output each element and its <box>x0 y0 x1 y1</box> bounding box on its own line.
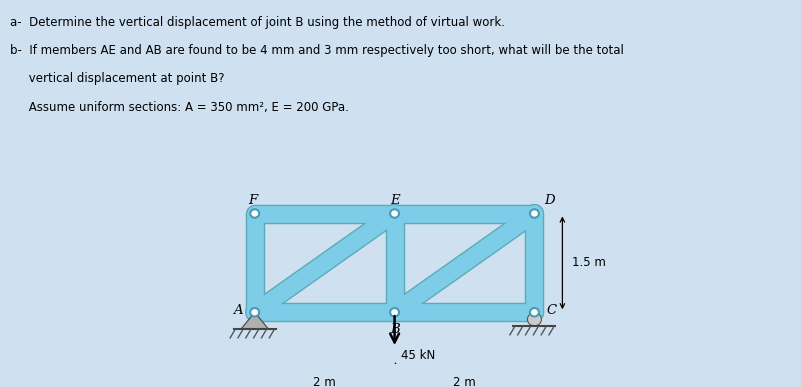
Text: b-  If members AE and AB are found to be 4 mm and 3 mm respectively too short, w: b- If members AE and AB are found to be … <box>10 44 624 57</box>
Text: vertical displacement at point B?: vertical displacement at point B? <box>10 72 224 86</box>
Circle shape <box>530 209 539 218</box>
Circle shape <box>250 209 260 218</box>
Text: C: C <box>546 304 557 317</box>
Text: E: E <box>390 194 400 207</box>
Circle shape <box>527 313 541 326</box>
Text: D: D <box>544 194 555 207</box>
Text: A: A <box>233 304 243 317</box>
Text: 1.5 m: 1.5 m <box>573 256 606 269</box>
Circle shape <box>390 308 399 317</box>
Text: 2 m: 2 m <box>313 376 336 387</box>
Polygon shape <box>241 312 268 329</box>
Text: a-  Determine the vertical displacement of joint B using the method of virtual w: a- Determine the vertical displacement o… <box>10 16 505 29</box>
Circle shape <box>250 308 260 317</box>
Text: B: B <box>390 323 400 336</box>
Text: F: F <box>248 194 257 207</box>
Text: 2 m: 2 m <box>453 376 476 387</box>
Circle shape <box>390 209 399 218</box>
Text: Assume uniform sections: A = 350 mm², E = 200 GPa.: Assume uniform sections: A = 350 mm², E … <box>10 101 349 114</box>
Circle shape <box>530 308 539 317</box>
Text: 45 kN: 45 kN <box>400 349 435 362</box>
